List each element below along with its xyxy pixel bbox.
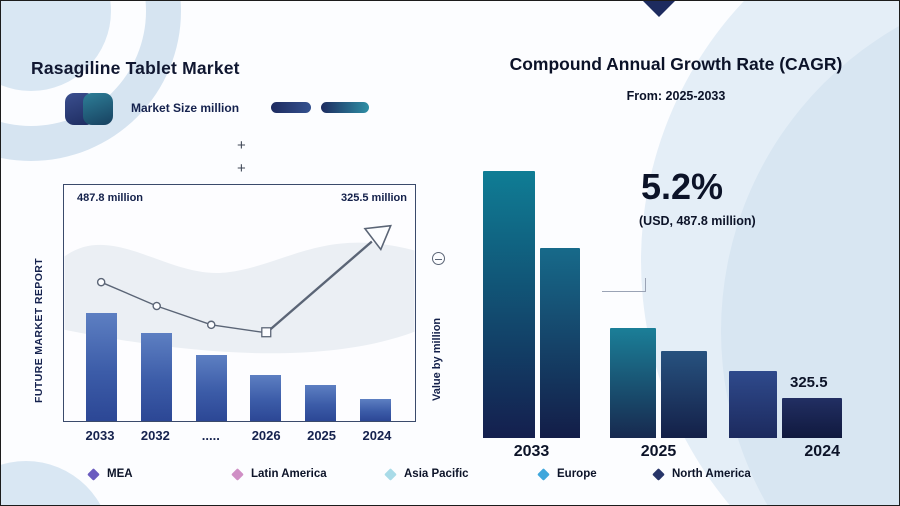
left-chart-side-label: FUTURE MARKET REPORT (33, 257, 45, 403)
wave-decoration (64, 242, 415, 354)
cagr-x-label: 2025 (640, 443, 677, 460)
plus-decoration: + (237, 160, 246, 177)
market-size-legend-label: Market Size million (131, 101, 240, 115)
legend-item-north-america: North America (652, 467, 751, 481)
page-title: Rasagiline Tablet Market (31, 58, 240, 78)
cagr-bar (729, 371, 777, 438)
annotation-min-value: 325.5 million (340, 192, 407, 204)
legend-item-mea: MEA (87, 467, 133, 481)
market-size-chart: 487.8 million 325.5 million (63, 184, 416, 422)
legend-label: North America (672, 468, 751, 480)
footer-legend: MEA Latin America Asia Pacific Europe North … (1, 467, 899, 492)
x-axis-label: 2024 (362, 428, 392, 443)
legend-item-asia-pacific: Asia Pacific (384, 467, 469, 481)
cagr-subtitle: From: 2025-2033 (626, 89, 726, 103)
legend-item-europe: Europe (537, 467, 597, 481)
cagr-title: Compound Annual Growth Rate (CAGR) (509, 54, 843, 74)
cagr-bar (483, 171, 535, 438)
legend-diamond-icon (537, 467, 550, 481)
cagr-bar (610, 328, 656, 438)
left-chart-bars (64, 313, 415, 421)
trend-arrow (96, 224, 392, 338)
x-axis-label: 2026 (251, 428, 281, 443)
market-bar-2032 (140, 333, 172, 421)
plus-decoration: + (237, 137, 246, 154)
legend-item-latin-america: Latin America (231, 467, 327, 481)
cagr-chart-groups: 2033 2025 2024 (481, 149, 881, 461)
legend-label: Europe (557, 468, 597, 480)
market-bar-2024 (359, 399, 391, 421)
pill-navy (271, 102, 311, 113)
pill-teal (321, 102, 369, 113)
right-chart-ylabel: Value by million (431, 317, 443, 401)
left-x-labels: 2033 2032..... 2026 2025 2024 (63, 428, 416, 443)
cagr-group-2033: 2033 (483, 171, 580, 461)
top-diamond-decoration (642, 1, 676, 17)
scale-pills-decoration (271, 102, 369, 113)
x-axis-label: 2033 (85, 428, 115, 443)
cagr-group-2025: 2025 (610, 328, 707, 461)
annotation-2024-value: 325.5 (790, 374, 828, 391)
cagr-x-label: 2033 (513, 443, 550, 460)
legend-diamond-icon (384, 467, 397, 481)
cagr-bar (540, 248, 580, 438)
cagr-note: (USD, 487.8 million) (639, 214, 756, 228)
cagr-bar (782, 398, 842, 438)
circle-minus-icon (432, 252, 445, 265)
icon-shape-teal (83, 93, 113, 125)
market-bar-..... (195, 355, 227, 421)
legend-diamond-icon (652, 467, 665, 481)
cagr-x-label: 2024 (804, 443, 840, 460)
legend-label: Asia Pacific (404, 468, 469, 480)
market-bar-2026 (250, 375, 282, 421)
annotation-max-value: 487.8 million (77, 192, 144, 204)
cagr-value: 5.2% (641, 166, 724, 207)
legend-label: MEA (107, 468, 133, 480)
legend-diamond-icon (87, 467, 100, 481)
cagr-bar (661, 351, 707, 438)
market-bar-2025 (305, 385, 337, 421)
x-axis-label: ..... (201, 428, 220, 443)
bracket-decoration (602, 278, 646, 292)
cagr-group-2024: 2024 (729, 371, 842, 461)
legend-diamond-icon (231, 467, 244, 481)
market-size-icon (65, 93, 121, 127)
legend-label: Latin America (251, 468, 327, 480)
x-axis-label: 2025 (307, 428, 337, 443)
x-axis-label: 2032 (140, 428, 170, 443)
market-bar-2033 (86, 313, 117, 421)
